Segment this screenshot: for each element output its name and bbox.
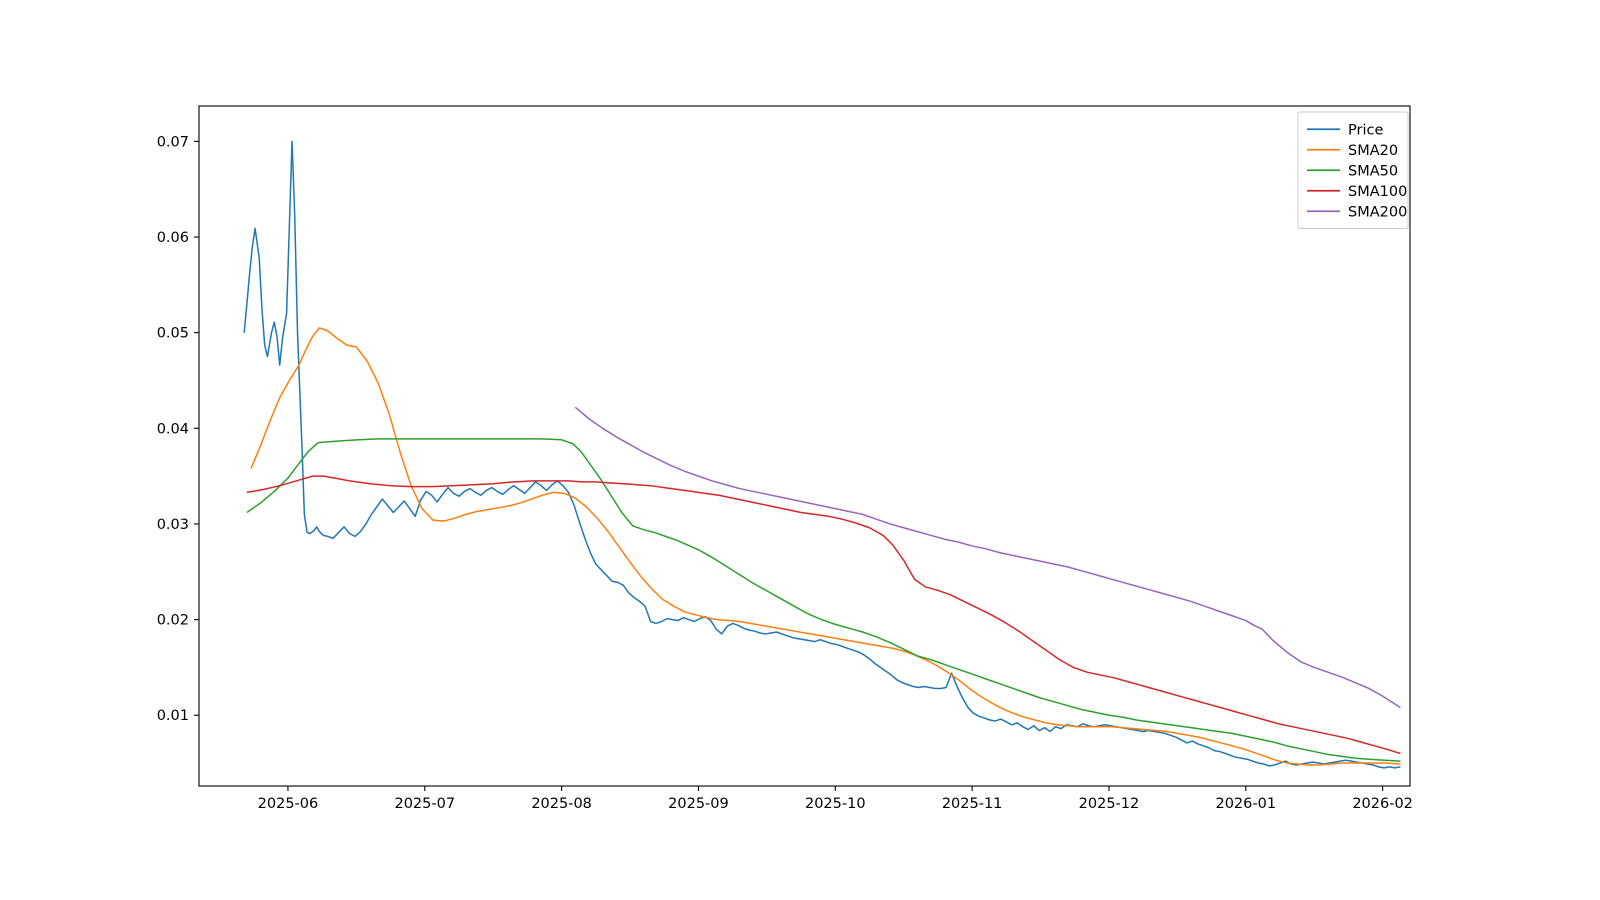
series-line-sma200 — [574, 406, 1401, 709]
legend-background — [1297, 111, 1409, 229]
x-tick-label: 2025-11 — [942, 796, 1003, 812]
y-tick-label: 0.06 — [157, 230, 189, 246]
legend-item-sma50[interactable]: SMA50 — [1307, 163, 1398, 179]
y-axis-ticks: 0.01 0.02 0.03 0.04 0.05 0.06 0.07 — [157, 134, 199, 724]
legend-label-sma20: SMA20 — [1348, 143, 1398, 159]
legend-label-sma50: SMA50 — [1348, 163, 1398, 179]
x-tick-label: 2025-10 — [805, 796, 866, 812]
legend-label-sma200: SMA200 — [1348, 204, 1407, 220]
legend-label-sma100: SMA100 — [1348, 184, 1407, 200]
x-tick-label: 2026-02 — [1352, 796, 1413, 812]
series-lines — [243, 140, 1401, 769]
series-line-sma50 — [246, 438, 1401, 762]
y-tick-label: 0.05 — [157, 326, 189, 342]
legend-item-sma200[interactable]: SMA200 — [1307, 204, 1407, 220]
y-tick-label: 0.04 — [157, 421, 189, 437]
series-line-sma20 — [250, 327, 1401, 766]
legend-label-price: Price — [1348, 122, 1383, 138]
y-tick-label: 0.07 — [157, 134, 189, 150]
series-line-price — [243, 140, 1401, 769]
x-axis-ticks: 2025-06 2025-07 2025-08 2025-09 2025-10 2025-… — [258, 786, 1413, 812]
y-tick-label: 0.02 — [157, 613, 189, 629]
x-tick-label: 2025-07 — [394, 796, 455, 812]
x-tick-label: 2025-08 — [531, 796, 592, 812]
y-tick-label: 0.03 — [157, 517, 189, 533]
axes-spine — [198, 105, 1411, 787]
legend-item-price[interactable]: Price — [1307, 122, 1383, 138]
series-line-sma100 — [246, 475, 1401, 755]
legend-item-sma20[interactable]: SMA20 — [1307, 143, 1398, 159]
legend-item-sma100[interactable]: SMA100 — [1307, 184, 1407, 200]
y-tick-label: 0.01 — [157, 708, 189, 724]
axes-frame — [198, 105, 1411, 787]
chart-legend[interactable]: Price SMA20 SMA50 SMA100 SMA200 — [1297, 111, 1409, 229]
x-tick-label: 2025-09 — [668, 796, 729, 812]
x-tick-label: 2026-01 — [1215, 796, 1276, 812]
x-tick-label: 2025-12 — [1079, 796, 1140, 812]
x-tick-label: 2025-06 — [258, 796, 319, 812]
